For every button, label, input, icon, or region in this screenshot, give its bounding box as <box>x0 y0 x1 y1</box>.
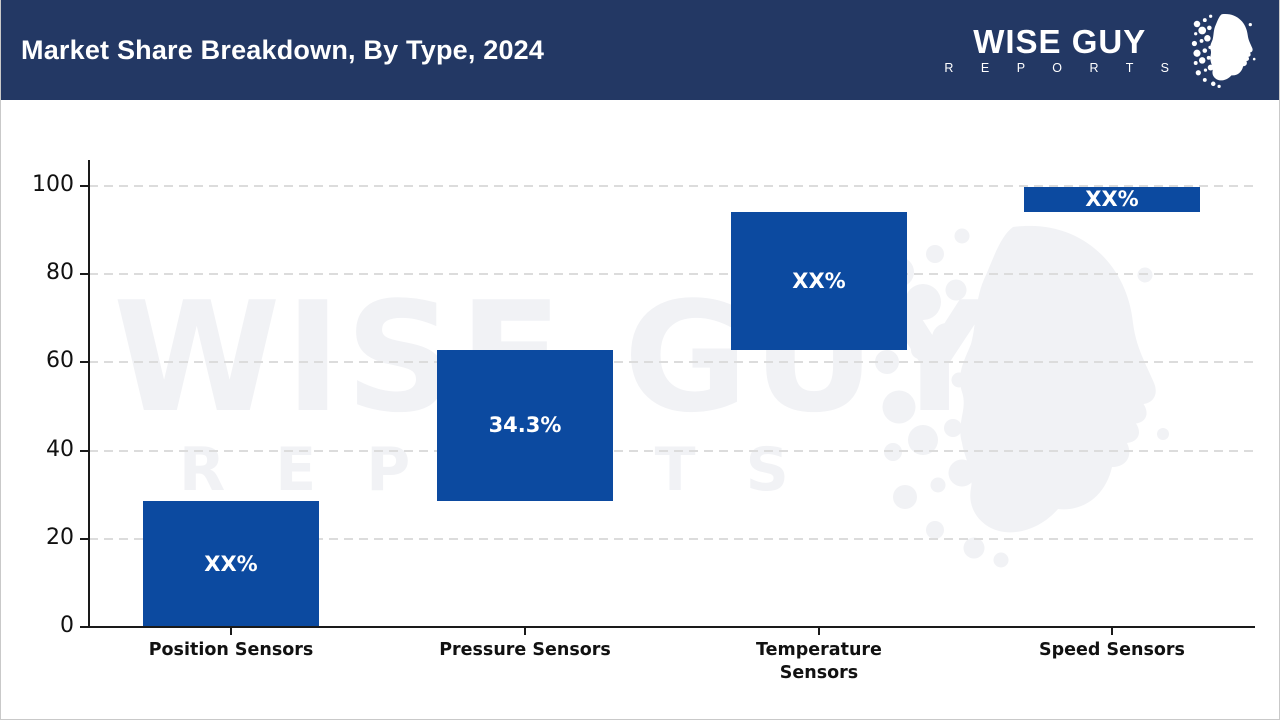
category-label-2: Temperature Sensors <box>756 640 882 683</box>
gridline-100 <box>89 185 1255 187</box>
y-tick-label-100: 100 <box>32 172 74 197</box>
wiseguy-face-icon <box>1191 14 1256 89</box>
gridline-20 <box>89 537 1255 540</box>
category-label-3: Speed Sensors <box>1039 640 1185 660</box>
bar-value-label: 34.3% <box>488 413 562 438</box>
wiseguy-logo-text: WISE GUY R E P O R T S <box>938 25 1181 75</box>
y-tick-60 <box>80 361 88 364</box>
wiseguy-logo-sub: R E P O R T S <box>944 61 1181 76</box>
wiseguy-logo-name: WISE GUY <box>973 23 1147 61</box>
wiseguy-logo: WISE GUY R E P O R T S <box>938 11 1257 89</box>
bar-value-label: XX% <box>204 551 258 576</box>
category-label-1: Pressure Sensors <box>439 640 611 660</box>
page-title: Market Share Breakdown, By Type, 2024 <box>21 34 545 65</box>
category-label-0: Position Sensors <box>148 640 314 660</box>
y-tick-label-40: 40 <box>46 436 74 462</box>
bar-temperature-sensors: XX% <box>731 212 907 351</box>
y-tick-100 <box>80 185 88 187</box>
x-tick-3 <box>1111 628 1113 635</box>
x-tick-2 <box>818 628 820 635</box>
y-tick-40 <box>80 449 88 452</box>
waterfall-chart: 0 20 40 60 80 100 XX% Position Sensors 34.3% Pres… <box>1 100 1279 719</box>
y-axis-line <box>88 160 90 628</box>
bar-speed-sensors: XX% <box>1024 187 1200 213</box>
y-tick-label-0: 0 <box>60 613 74 638</box>
gridline-80 <box>89 273 1255 276</box>
gridline-40 <box>89 449 1255 452</box>
x-tick-0 <box>230 628 232 635</box>
y-tick-0 <box>80 626 88 628</box>
y-tick-label-20: 20 <box>46 524 74 550</box>
y-tick-label-80: 80 <box>46 260 74 286</box>
y-tick-20 <box>80 537 88 540</box>
x-axis-line <box>88 626 1255 628</box>
y-tick-80 <box>80 273 88 276</box>
bar-pressure-sensors: 34.3% <box>437 350 613 502</box>
bar-value-label: XX% <box>1085 187 1139 212</box>
y-tick-label-60: 60 <box>46 348 74 374</box>
gridline-60 <box>89 361 1255 364</box>
bar-value-label: XX% <box>792 268 846 293</box>
bar-position-sensors: XX% <box>143 501 319 627</box>
x-tick-1 <box>524 628 526 635</box>
header-bar: Market Share Breakdown, By Type, 2024 WI… <box>1 0 1279 100</box>
